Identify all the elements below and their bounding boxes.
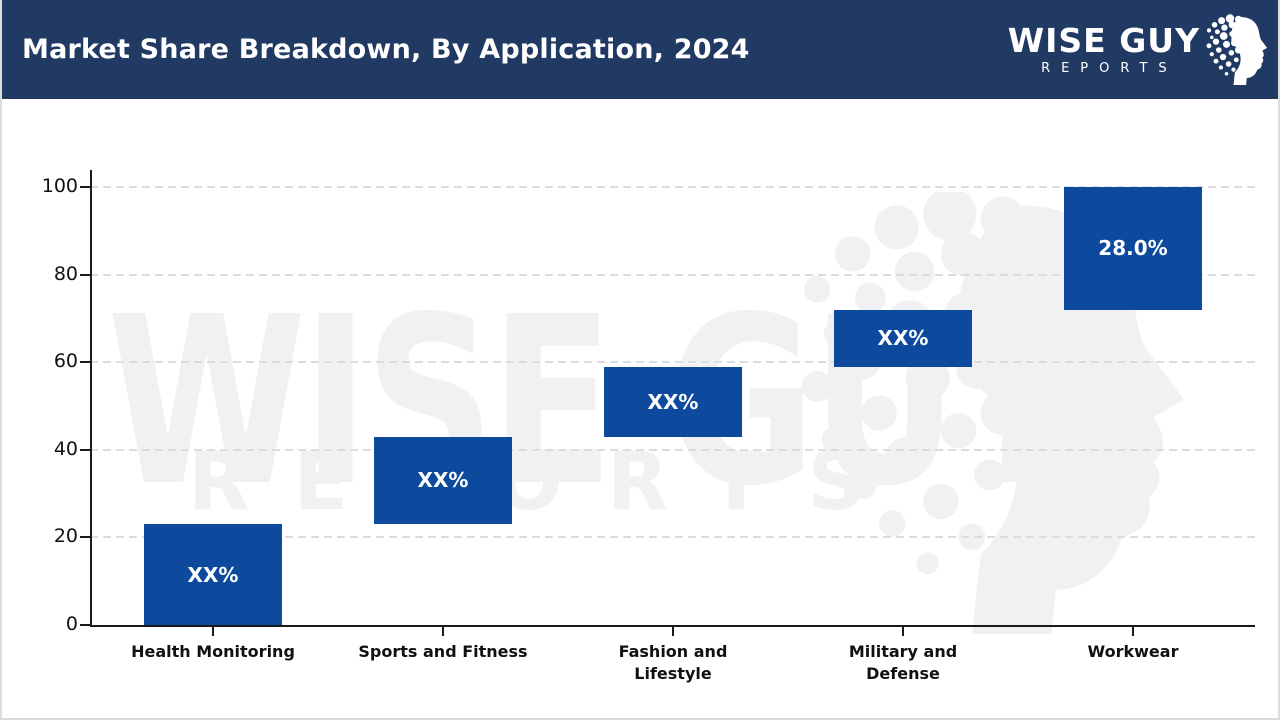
x-tick-mark-fashion-and-lifestyle	[672, 627, 674, 636]
brand-logo-text: WISE GUY REPORTS	[1008, 24, 1200, 75]
brand-logo: WISE GUY REPORTS	[1008, 12, 1278, 88]
bar-sports-and-fitness: XX%	[374, 436, 512, 525]
bar-workwear: 28.0%	[1064, 187, 1202, 310]
gridline-80	[90, 273, 1255, 276]
x-tick-mark-military-and-defense	[902, 627, 904, 636]
x-tick-mark-health-monitoring	[212, 627, 214, 636]
brand-subname: REPORTS	[1041, 61, 1178, 76]
category-label-military-and-defense: Military and Defense	[848, 642, 958, 683]
y-axis-line	[90, 170, 92, 627]
gridline-20	[90, 536, 1255, 539]
y-tick-mark-100	[80, 186, 90, 188]
header-banner: Market Share Breakdown, By Application, …	[2, 0, 1278, 99]
y-tick-label-0: 0	[65, 613, 78, 635]
y-tick-label-40: 40	[53, 437, 78, 460]
category-label-health-monitoring: Health Monitoring	[131, 642, 295, 661]
y-tick-label-20: 20	[53, 525, 78, 548]
category-label-workwear: Workwear	[1087, 642, 1179, 661]
category-label-sports-and-fitness: Sports and Fitness	[358, 642, 528, 661]
category-label-fashion-and-lifestyle: Fashion and Lifestyle	[618, 642, 728, 683]
bar-military-and-defense: XX%	[834, 309, 972, 367]
bar-value-label-workwear: 28.0%	[1098, 236, 1168, 261]
gridline-100	[90, 186, 1255, 188]
y-tick-mark-0	[80, 624, 90, 626]
gridline-60	[90, 361, 1255, 364]
bar-value-label-military-and-defense: XX%	[877, 326, 929, 351]
y-tick-mark-80	[80, 273, 90, 276]
y-tick-label-100: 100	[41, 175, 78, 197]
bar-value-label-health-monitoring: XX%	[187, 562, 239, 587]
y-tick-mark-40	[80, 448, 90, 451]
y-tick-label-80: 80	[53, 262, 78, 285]
x-axis-line	[90, 625, 1255, 627]
gridline-40	[90, 448, 1255, 451]
brand-name: WISE GUY	[1007, 21, 1200, 60]
y-tick-mark-60	[80, 361, 90, 364]
y-tick-mark-20	[80, 536, 90, 539]
bar-fashion-and-lifestyle: XX%	[604, 366, 742, 437]
bar-value-label-sports-and-fitness: XX%	[417, 468, 469, 493]
bar-health-monitoring: XX%	[144, 524, 282, 625]
dotted-face-profile-icon	[1206, 13, 1268, 85]
x-tick-mark-workwear	[1132, 627, 1134, 636]
x-tick-mark-sports-and-fitness	[442, 627, 444, 636]
y-tick-label-60: 60	[53, 350, 78, 373]
bar-value-label-fashion-and-lifestyle: XX%	[647, 389, 699, 414]
page-title: Market Share Breakdown, By Application, …	[22, 34, 750, 65]
